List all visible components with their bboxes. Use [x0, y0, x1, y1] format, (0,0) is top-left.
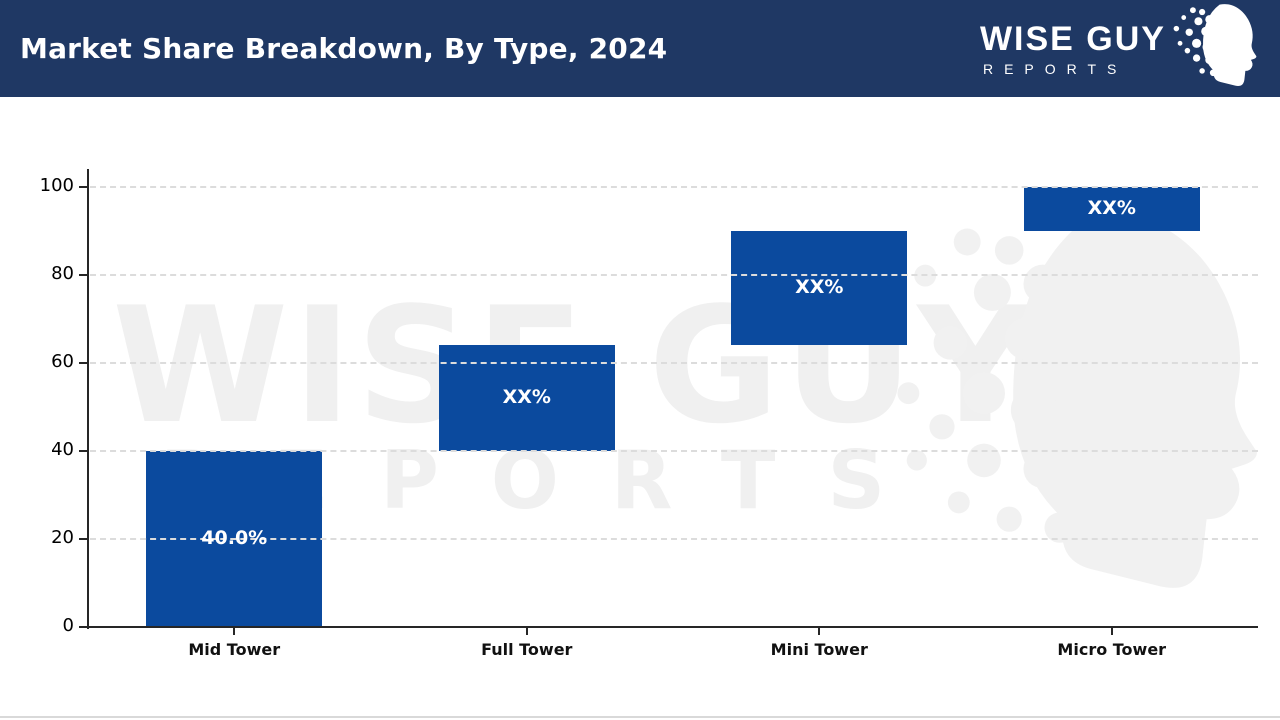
gridline	[90, 449, 1258, 452]
x-axis-tick	[1110, 628, 1113, 635]
brand-logo: WISE GUY REPORTS	[980, 1, 1280, 97]
x-axis-tick	[233, 628, 236, 635]
x-axis-tick	[525, 628, 528, 635]
x-category-label: Mid Tower	[188, 640, 281, 659]
gridline	[90, 273, 1258, 276]
y-axis-tick	[79, 626, 87, 628]
y-axis-tick	[79, 361, 87, 364]
watermark-face-icon	[858, 200, 1278, 624]
brand-name: WISE GUY	[979, 20, 1166, 58]
header-bar: Market Share Breakdown, By Type, 2024 WI…	[0, 0, 1280, 97]
gridline	[90, 537, 1258, 540]
y-axis-tick	[79, 537, 87, 540]
y-axis-tick	[79, 185, 87, 188]
y-axis-line	[87, 169, 89, 629]
y-tick-label: 20	[51, 526, 74, 548]
bar-value-label: XX%	[795, 275, 844, 298]
bar-value-label: XX%	[1087, 196, 1136, 219]
y-tick-label: 40	[51, 438, 74, 460]
y-tick-label: 80	[51, 262, 74, 284]
brand-logo-text: WISE GUY REPORTS	[980, 20, 1166, 77]
x-axis-line	[87, 626, 1258, 628]
y-tick-label: 0	[62, 615, 74, 636]
gridline	[90, 185, 1258, 188]
bar-value-label: XX%	[502, 385, 551, 408]
logo-face-icon	[1160, 1, 1270, 97]
brand-subtitle: REPORTS	[982, 61, 1128, 77]
y-axis-tick	[79, 273, 87, 276]
x-category-label: Micro Tower	[1057, 640, 1167, 659]
bar	[1023, 186, 1200, 231]
x-category-label: Full Tower	[481, 640, 573, 659]
bottom-border-line	[0, 716, 1280, 718]
bar	[731, 230, 908, 346]
y-tick-label: 60	[51, 350, 74, 372]
x-category-label: Mini Tower	[770, 640, 868, 659]
x-axis-tick	[818, 628, 821, 635]
gridline	[90, 361, 1258, 364]
y-tick-label: 100	[39, 174, 74, 196]
bar-value-label: 40.0%	[201, 526, 268, 549]
y-axis-tick	[79, 449, 87, 452]
page-title: Market Share Breakdown, By Type, 2024	[20, 32, 668, 65]
